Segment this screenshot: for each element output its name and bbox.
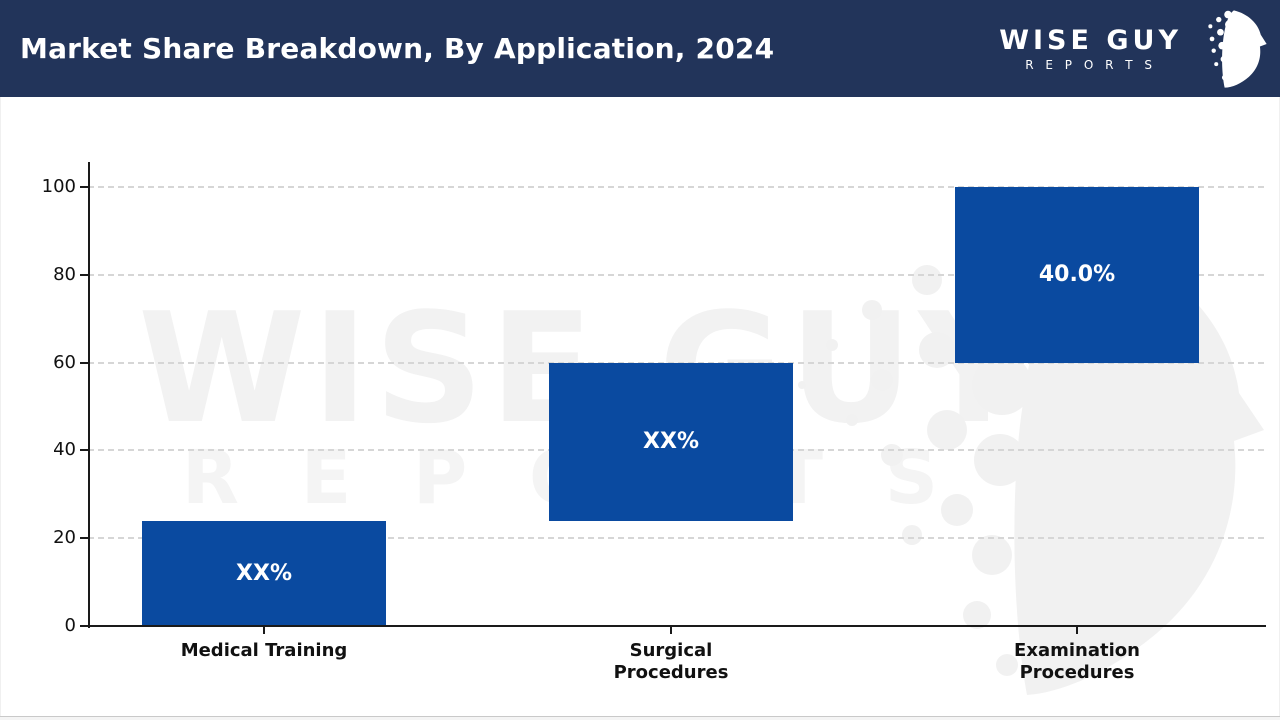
y-tick-label: 100 (41, 176, 76, 197)
y-tick-mark (80, 361, 88, 364)
logo-head-icon (1208, 9, 1267, 88)
y-axis-line (88, 162, 90, 628)
y-tick-label: 60 (53, 351, 76, 373)
y-tick-mark (80, 273, 88, 276)
brand-logo: WISE GUY R E P O R T S (999, 0, 1270, 97)
category-label: Examination Procedures (927, 640, 1227, 683)
y-tick-label: 0 (64, 615, 76, 636)
bar: XX% (549, 362, 793, 521)
x-tick-mark (670, 627, 672, 634)
bar-value-label: XX% (643, 429, 699, 455)
bottom-divider (0, 716, 1280, 717)
y-tick-mark (80, 449, 88, 452)
category-label-line: Medical Training (180, 640, 348, 661)
gridline (88, 537, 1266, 540)
y-tick-mark (80, 537, 88, 540)
x-tick-mark (263, 627, 265, 634)
y-tick-mark (80, 186, 88, 188)
category-label-line: Surgical (629, 640, 713, 661)
category-label: Medical Training (114, 640, 414, 662)
category-label-line: Procedures (1019, 661, 1135, 683)
category-label-line: Examination (1014, 640, 1140, 661)
x-tick-mark (1076, 627, 1078, 634)
gridline (88, 273, 1266, 276)
category-label: Surgical Procedures (521, 640, 821, 683)
y-tick-label: 20 (53, 527, 76, 549)
y-tick-label: 80 (53, 263, 76, 285)
bar: XX% (142, 520, 386, 626)
plot-area: WISE GUY R E P O R T S 020406080100XX%XX… (0, 97, 1280, 720)
chart-title: Market Share Breakdown, By Application, … (20, 32, 775, 65)
header-bar: Market Share Breakdown, By Application, … (0, 0, 1280, 97)
x-axis-line (88, 625, 1266, 627)
bar-value-label: 40.0% (1038, 262, 1116, 288)
bottom-margin (0, 717, 1280, 720)
y-tick-mark (80, 625, 88, 627)
logo-wiseguy-text: WISE GUY (999, 24, 1182, 56)
bar-value-label: XX% (236, 560, 292, 586)
category-label-line: Procedures (613, 661, 729, 683)
gridline (88, 186, 1266, 188)
y-tick-label: 40 (53, 439, 76, 461)
logo-reports-text: R E P O R T S (1025, 57, 1156, 72)
brand-logo-text: WISE GUY R E P O R T S (999, 24, 1182, 72)
bar: 40.0% (955, 187, 1199, 363)
